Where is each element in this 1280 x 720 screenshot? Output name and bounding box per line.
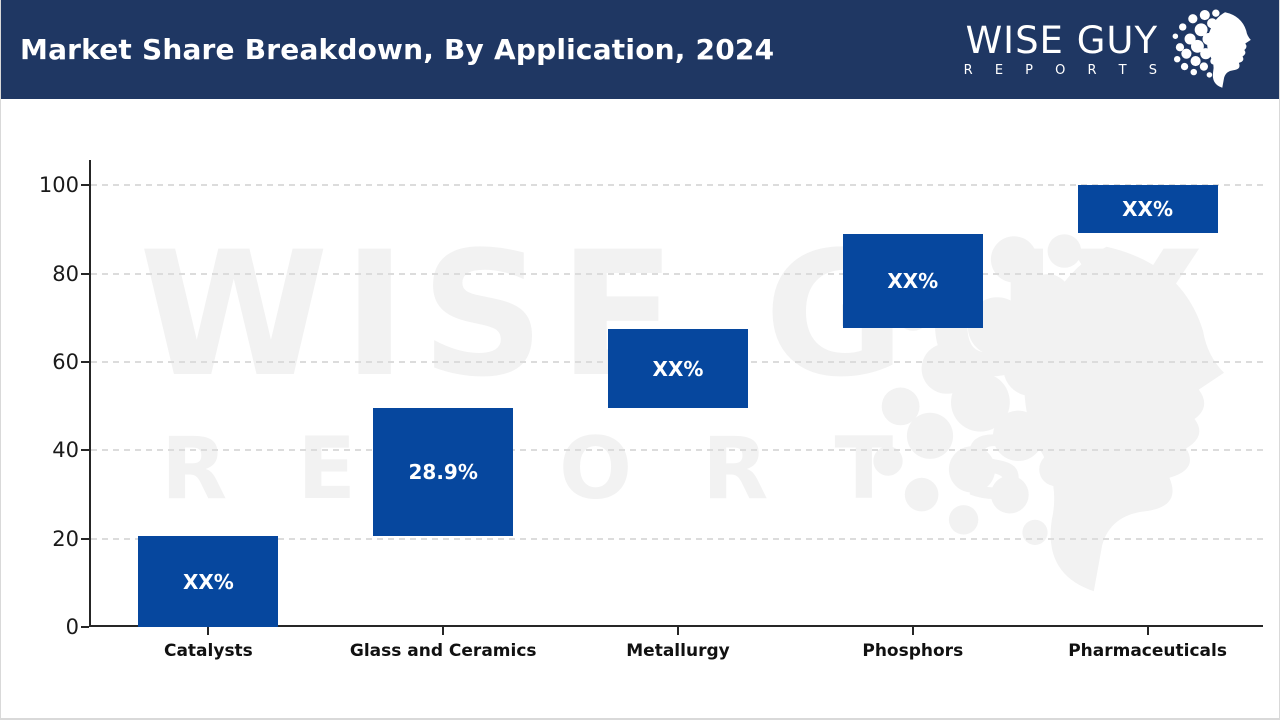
x-tick-mark (207, 627, 210, 635)
x-tick-mark (442, 627, 445, 635)
y-tick-label: 40 (52, 438, 79, 463)
brand-name: WISE GUY (965, 19, 1159, 62)
y-gridline-40 (91, 449, 1263, 452)
bar-glass-and-ceramics: 28.9% (373, 408, 514, 536)
x-tick-mark (911, 627, 914, 635)
x-category-label: Catalysts (163, 641, 253, 661)
y-tick-label: 20 (52, 526, 79, 551)
bar-catalysts: XX% (138, 536, 279, 627)
brand-logo-text: WISE GUY R E P O R T S (958, 22, 1166, 77)
x-category-label: Glass and Ceramics (349, 641, 537, 661)
y-gridline-80 (91, 272, 1263, 275)
x-tick-mark (1146, 627, 1149, 635)
x-category-label: Metallurgy (626, 641, 730, 661)
brand-head-icon (1172, 9, 1251, 88)
y-tick-mark-20 (81, 537, 89, 540)
y-tick-label: 100 (38, 173, 79, 198)
y-tick-label: 60 (52, 349, 79, 374)
header-bar: Market Share Breakdown, By Application, … (1, 0, 1279, 99)
y-tick-label: 0 (65, 615, 79, 639)
bar-pharmaceuticals: XX% (1077, 185, 1218, 234)
y-gridline-20 (91, 537, 1263, 540)
y-tick-mark-40 (81, 449, 89, 452)
y-gridline-100 (91, 184, 1263, 187)
y-tick-mark-60 (81, 360, 89, 363)
page-title: Market Share Breakdown, By Application, … (20, 33, 775, 66)
x-tick-mark (677, 627, 679, 635)
bar-value-label: XX% (652, 356, 704, 381)
bar-metallurgy: XX% (608, 328, 748, 409)
y-tick-mark-80 (81, 272, 89, 275)
bar-value-label: XX% (1122, 197, 1174, 222)
y-tick-mark-100 (81, 184, 89, 187)
plot-area: 0 20 40 60 80 100 XX% Catalysts 28.9% Glass and C… (39, 160, 1263, 661)
x-category-label: Pharmaceuticals (1068, 641, 1227, 661)
bar-phosphors: XX% (842, 233, 983, 329)
y-tick-mark-0 (81, 626, 89, 628)
x-category-label: Phosphors (862, 641, 964, 661)
bar-value-label: XX% (887, 269, 939, 294)
brand-logo: WISE GUY R E P O R T S (958, 8, 1260, 92)
y-tick-label: 80 (52, 261, 79, 286)
bar-value-label: 28.9% (408, 460, 478, 485)
brand-subname: R E P O R T S (963, 63, 1166, 78)
bar-value-label: XX% (182, 569, 234, 594)
